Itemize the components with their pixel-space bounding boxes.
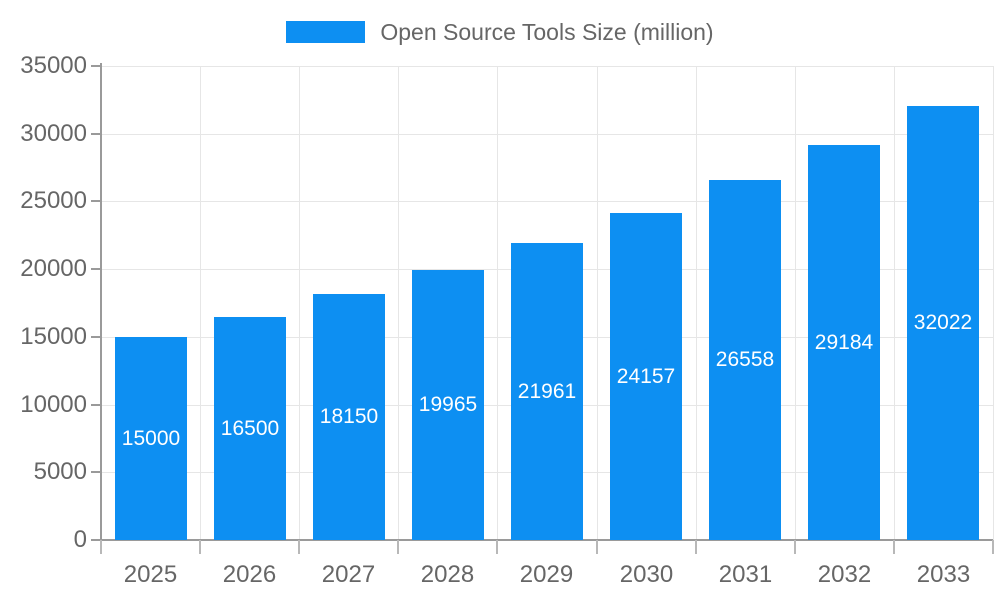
x-axis-category-label: 2025 bbox=[123, 561, 178, 588]
vertical-gridline bbox=[497, 66, 498, 540]
y-axis-tick bbox=[91, 65, 101, 67]
y-axis-tick bbox=[91, 404, 101, 406]
bar-value-label: 32022 bbox=[913, 311, 973, 334]
y-axis-tick-label: 0 bbox=[73, 526, 87, 553]
bar-2031: 26558 bbox=[709, 180, 781, 540]
x-axis-line bbox=[101, 539, 993, 541]
y-axis-tick-label: 20000 bbox=[20, 255, 87, 282]
legend-color-swatch bbox=[286, 21, 366, 43]
bar-value-label: 16500 bbox=[220, 416, 280, 440]
x-axis-category-label: 2028 bbox=[420, 561, 475, 588]
horizontal-gridline bbox=[101, 134, 993, 135]
bar-2033: 32022 bbox=[907, 106, 979, 540]
x-axis-category-label: 2029 bbox=[519, 561, 574, 588]
x-axis-tick bbox=[496, 540, 498, 554]
chart-legend[interactable]: Open Source Tools Size (million) bbox=[0, 17, 1000, 47]
bar-2030: 24157 bbox=[610, 213, 682, 540]
vertical-gridline bbox=[696, 66, 697, 540]
x-axis-tick bbox=[397, 540, 399, 554]
bar-2032: 29184 bbox=[808, 145, 880, 540]
x-axis-category-label: 2030 bbox=[619, 561, 674, 588]
y-axis-tick bbox=[91, 268, 101, 270]
y-axis-line bbox=[100, 63, 102, 540]
x-axis-tick bbox=[992, 540, 994, 554]
bar-2027: 18150 bbox=[313, 294, 385, 540]
bar-value-label: 19965 bbox=[418, 393, 478, 416]
bar-value-label: 26558 bbox=[715, 348, 775, 371]
x-axis-tick bbox=[596, 540, 598, 554]
bar-value-label: 18150 bbox=[319, 405, 379, 428]
x-axis-tick bbox=[199, 540, 201, 554]
x-axis-category-label: 2033 bbox=[916, 561, 971, 588]
bar-value-label: 29184 bbox=[814, 330, 874, 354]
y-axis-tick-label: 5000 bbox=[33, 458, 87, 485]
bar-2028: 19965 bbox=[412, 270, 484, 540]
x-axis-category-label: 2032 bbox=[817, 561, 872, 588]
x-axis-tick bbox=[100, 540, 102, 554]
vertical-gridline bbox=[993, 66, 994, 540]
y-axis-tick-label: 30000 bbox=[20, 120, 87, 147]
legend-series-label: Open Source Tools Size (million) bbox=[380, 18, 714, 45]
bar-value-label: 24157 bbox=[616, 364, 676, 388]
bar-2026: 16500 bbox=[214, 317, 286, 540]
vertical-gridline bbox=[597, 66, 598, 540]
bar-value-label: 15000 bbox=[121, 426, 181, 450]
y-axis-tick bbox=[91, 336, 101, 338]
x-axis-tick bbox=[695, 540, 697, 554]
vertical-gridline bbox=[795, 66, 796, 540]
horizontal-gridline bbox=[101, 66, 993, 67]
y-axis-tick-label: 10000 bbox=[20, 391, 87, 418]
y-axis-tick bbox=[91, 200, 101, 202]
x-axis-category-label: 2027 bbox=[321, 561, 376, 588]
y-axis-tick-label: 15000 bbox=[20, 323, 87, 350]
vertical-gridline bbox=[200, 66, 201, 540]
bar-2025: 15000 bbox=[115, 337, 187, 540]
horizontal-gridline bbox=[101, 201, 993, 202]
x-axis-tick bbox=[794, 540, 796, 554]
vertical-gridline bbox=[398, 66, 399, 540]
y-axis-tick-label: 25000 bbox=[20, 187, 87, 214]
x-axis-category-label: 2031 bbox=[718, 561, 773, 588]
y-axis-tick-label: 35000 bbox=[20, 52, 87, 79]
bar-2029: 21961 bbox=[511, 243, 583, 540]
vertical-gridline bbox=[299, 66, 300, 540]
y-axis-tick bbox=[91, 539, 101, 541]
y-axis-tick bbox=[91, 471, 101, 473]
y-axis-tick bbox=[91, 133, 101, 135]
x-axis-tick bbox=[298, 540, 300, 554]
vertical-gridline bbox=[894, 66, 895, 540]
x-axis-category-label: 2026 bbox=[222, 561, 277, 588]
bar-value-label: 21961 bbox=[517, 379, 577, 403]
x-axis-tick bbox=[893, 540, 895, 554]
